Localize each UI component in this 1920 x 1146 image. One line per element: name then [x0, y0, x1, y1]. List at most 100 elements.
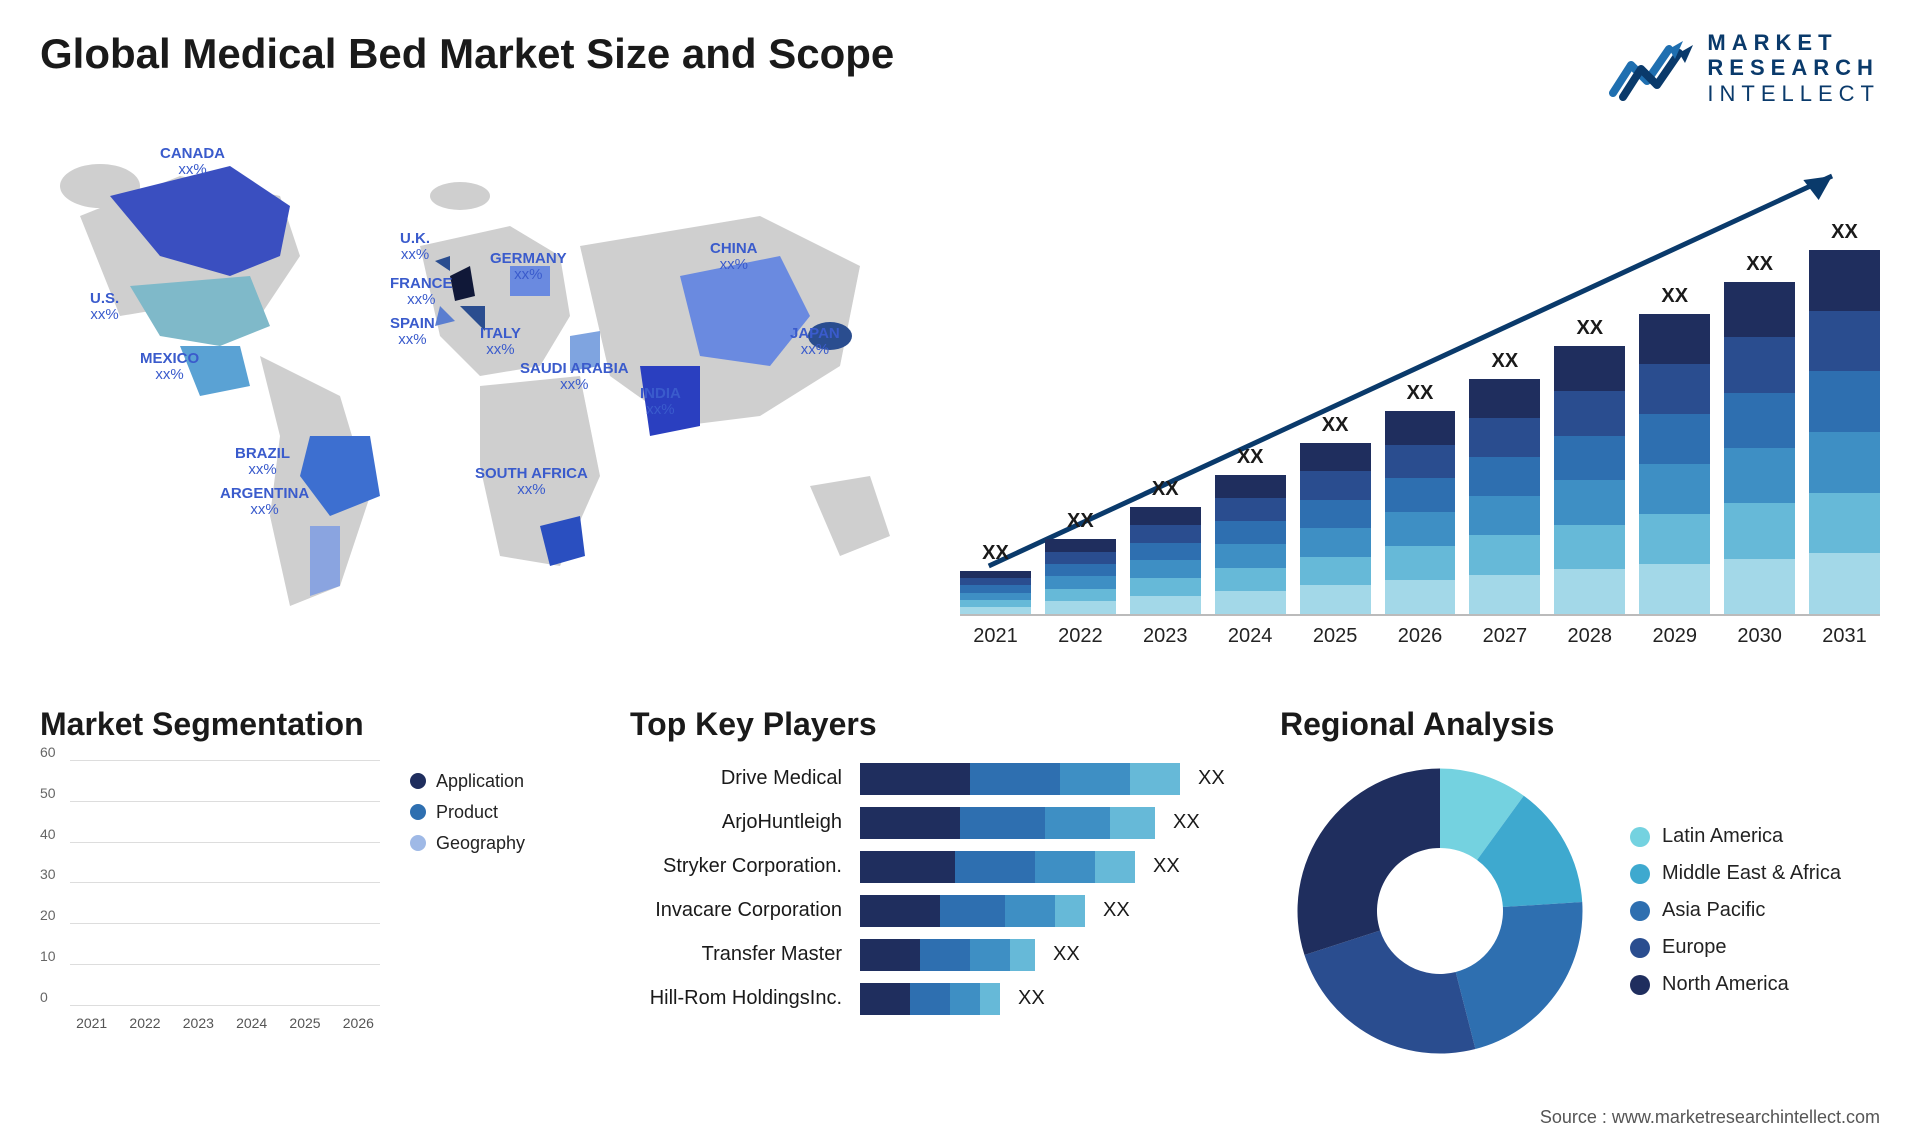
seg-y-tick: 50	[40, 785, 56, 801]
player-bar	[860, 763, 1180, 795]
player-value: XX	[1173, 811, 1200, 834]
map-label-south-africa: SOUTH AFRICAxx%	[475, 466, 588, 499]
player-name: Transfer Master	[630, 943, 850, 966]
growth-bar-2028: XX2028	[1554, 186, 1625, 614]
growth-bar-value: XX	[1492, 350, 1519, 373]
map-label-mexico: MEXICOxx%	[140, 351, 199, 384]
seg-y-tick: 10	[40, 948, 56, 964]
seg-legend-item: Application	[410, 771, 525, 792]
growth-bar-2031: XX2031	[1809, 186, 1880, 614]
growth-bar-year: 2028	[1568, 625, 1613, 648]
top-row: CANADAxx%U.S.xx%MEXICOxx%BRAZILxx%ARGENT…	[40, 136, 1880, 656]
growth-bar-value: XX	[1152, 478, 1179, 501]
growth-bar-year: 2029	[1652, 625, 1697, 648]
player-row: Transfer Master XX	[630, 937, 1250, 973]
legend-dot-icon	[410, 773, 426, 789]
page-title: Global Medical Bed Market Size and Scope	[40, 30, 894, 78]
segmentation-chart: 0102030405060 202120222023202420252026	[40, 761, 380, 1031]
player-bar	[860, 807, 1155, 839]
player-name: ArjoHuntleigh	[630, 811, 850, 834]
growth-bar-2022: XX2022	[1045, 186, 1116, 614]
seg-y-tick: 60	[40, 744, 56, 760]
player-value: XX	[1198, 767, 1225, 790]
world-map: CANADAxx%U.S.xx%MEXICOxx%BRAZILxx%ARGENT…	[40, 136, 920, 656]
regional-panel: Regional Analysis Latin AmericaMiddle Ea…	[1280, 706, 1880, 1061]
growth-bar-value: XX	[1831, 221, 1858, 244]
growth-bar-year: 2022	[1058, 625, 1103, 648]
player-row: Drive MedicalXX	[630, 761, 1250, 797]
bottom-row: Market Segmentation 0102030405060 202120…	[40, 706, 1880, 1061]
seg-x-label: 2022	[129, 1015, 160, 1031]
growth-bar-year: 2031	[1822, 625, 1867, 648]
growth-bar-value: XX	[1237, 446, 1264, 469]
legend-dot-icon	[1630, 938, 1650, 958]
region-legend-item: Europe	[1630, 936, 1841, 959]
growth-bar-year: 2024	[1228, 625, 1273, 648]
header: Global Medical Bed Market Size and Scope…	[40, 30, 1880, 106]
player-bar	[860, 851, 1135, 883]
main-growth-chart: XX2021XX2022XX2023XX2024XX2025XX2026XX20…	[960, 136, 1880, 656]
seg-y-tick: 0	[40, 989, 48, 1005]
seg-x-label: 2024	[236, 1015, 267, 1031]
source-text: Source : www.marketresearchintellect.com	[1540, 1107, 1880, 1128]
player-value: XX	[1153, 855, 1180, 878]
player-bar	[860, 939, 1035, 971]
growth-bar-2024: XX2024	[1215, 186, 1286, 614]
regional-donut	[1280, 761, 1600, 1061]
seg-x-label: 2021	[76, 1015, 107, 1031]
seg-y-tick: 40	[40, 826, 56, 842]
logo-icon	[1609, 35, 1695, 101]
player-name: Stryker Corporation.	[630, 855, 850, 878]
logo-line1: MARKET	[1707, 30, 1880, 55]
player-row: Stryker Corporation. XX	[630, 849, 1250, 885]
world-map-svg	[40, 136, 920, 656]
growth-bar-2025: XX2025	[1300, 186, 1371, 614]
map-label-france: FRANCExx%	[390, 276, 453, 309]
map-label-argentina: ARGENTINAxx%	[220, 486, 309, 519]
growth-bar-value: XX	[982, 542, 1009, 565]
map-label-india: INDIAxx%	[640, 386, 681, 419]
region-legend-item: North America	[1630, 973, 1841, 996]
regional-title: Regional Analysis	[1280, 706, 1880, 743]
growth-bar-2027: XX2027	[1469, 186, 1540, 614]
legend-dot-icon	[410, 804, 426, 820]
growth-bar-2023: XX2023	[1130, 186, 1201, 614]
region-legend-item: Latin America	[1630, 825, 1841, 848]
logo: MARKET RESEARCH INTELLECT	[1609, 30, 1880, 106]
map-label-china: CHINAxx%	[710, 241, 758, 274]
seg-y-tick: 20	[40, 907, 56, 923]
growth-bar-2021: XX2021	[960, 186, 1031, 614]
map-label-brazil: BRAZILxx%	[235, 446, 290, 479]
logo-line2: RESEARCH	[1707, 55, 1880, 80]
donut-slice-north-america	[1298, 768, 1441, 955]
legend-dot-icon	[1630, 864, 1650, 884]
player-value: XX	[1053, 943, 1080, 966]
segmentation-panel: Market Segmentation 0102030405060 202120…	[40, 706, 600, 1061]
player-row: ArjoHuntleigh XX	[630, 805, 1250, 841]
growth-bar-year: 2026	[1398, 625, 1443, 648]
player-value: XX	[1018, 987, 1045, 1010]
segmentation-title: Market Segmentation	[40, 706, 600, 743]
map-label-spain: SPAINxx%	[390, 316, 435, 349]
region-legend-label: Europe	[1662, 936, 1727, 959]
seg-x-label: 2025	[289, 1015, 320, 1031]
seg-legend-item: Product	[410, 802, 525, 823]
player-name: Invacare Corporation	[630, 899, 850, 922]
map-label-japan: JAPANxx%	[790, 326, 840, 359]
players-panel: Top Key Players Drive MedicalXXArjoHuntl…	[630, 706, 1250, 1061]
seg-legend-item: Geography	[410, 833, 525, 854]
players-chart: Drive MedicalXXArjoHuntleighXXStryker Co…	[630, 761, 1250, 1017]
logo-text: MARKET RESEARCH INTELLECT	[1707, 30, 1880, 106]
seg-x-label: 2026	[343, 1015, 374, 1031]
map-label-canada: CANADAxx%	[160, 146, 225, 179]
map-label-u-k-: U.K.xx%	[400, 231, 430, 264]
growth-bar-2029: XX2029	[1639, 186, 1710, 614]
player-name: Hill-Rom HoldingsInc.	[630, 987, 850, 1010]
growth-bar-year: 2025	[1313, 625, 1358, 648]
growth-bar-2026: XX2026	[1385, 186, 1456, 614]
seg-legend-label: Application	[436, 771, 524, 792]
segmentation-legend: Application Product Geography	[410, 761, 525, 1031]
region-legend-item: Asia Pacific	[1630, 899, 1841, 922]
region-legend-label: North America	[1662, 973, 1789, 996]
legend-dot-icon	[1630, 975, 1650, 995]
